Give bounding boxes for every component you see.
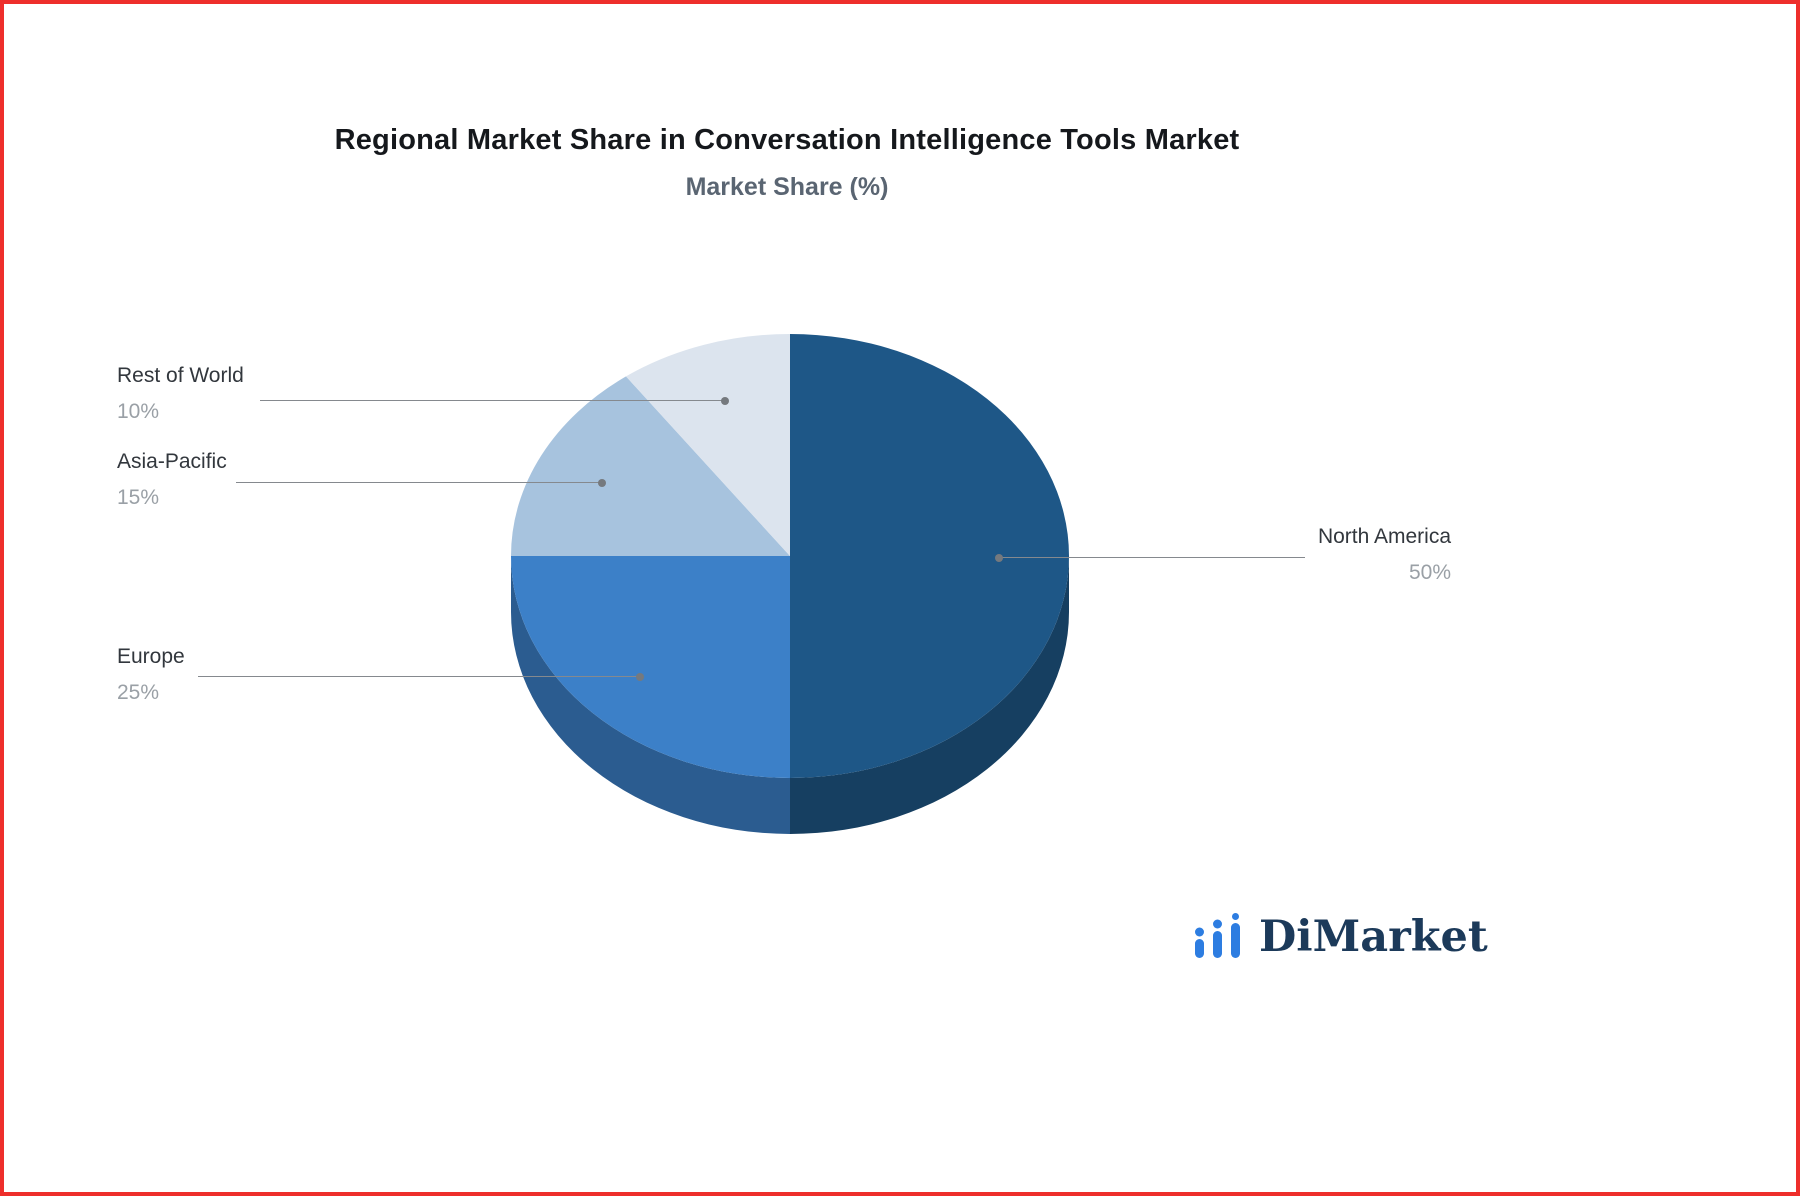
slice-value: 25% <box>117 681 160 704</box>
pie-slice-side-europe <box>511 556 790 834</box>
leader-line-north-america <box>995 554 1305 562</box>
leader-line-rest-of-world <box>260 397 729 405</box>
leader-dot <box>721 397 729 405</box>
callout-asia-pacific: Asia-Pacific 15% <box>117 450 227 509</box>
slice-label: North America <box>1317 525 1451 548</box>
slice-label: Europe <box>117 645 185 668</box>
slice-value: 50% <box>1408 561 1451 584</box>
leader-dot <box>995 554 1003 562</box>
callout-north-america: North America 50% <box>1318 525 1451 584</box>
callout-europe: Europe 25% <box>117 645 185 704</box>
leader-dot <box>598 479 606 487</box>
slice-value: 10% <box>117 400 160 423</box>
slice-value: 15% <box>117 486 160 509</box>
pie-slice-rest-of-world <box>626 334 790 556</box>
pie-chart <box>511 334 1069 834</box>
leader-dot <box>636 673 644 681</box>
bar-chart-icon <box>1195 913 1240 958</box>
slice-label: Rest of World <box>117 364 244 387</box>
brand-name: DiMarket <box>1259 912 1488 962</box>
callout-rest-of-world: Rest of World 10% <box>117 364 244 423</box>
leader-line-asia-pacific <box>236 479 606 487</box>
slice-label: Asia-Pacific <box>117 450 227 473</box>
chart-subtitle: Market Share (%) <box>685 173 889 201</box>
pie-slice-side-north-america <box>790 556 1069 834</box>
pie-slice-asia-pacific <box>511 376 790 556</box>
brand-logo: DiMarket <box>1192 912 1488 962</box>
pie-slice-europe <box>511 556 790 778</box>
leader-line-europe <box>198 673 644 681</box>
chart-title: Regional Market Share in Conversation In… <box>334 124 1240 156</box>
pie-slice-north-america <box>790 334 1069 778</box>
